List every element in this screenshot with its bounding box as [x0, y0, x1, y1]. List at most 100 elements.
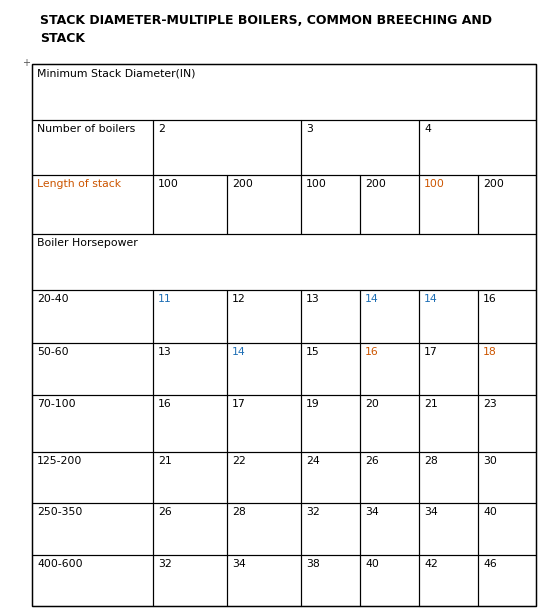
Text: 46: 46 [483, 559, 497, 569]
Text: 11: 11 [158, 294, 172, 304]
Text: 13: 13 [158, 348, 172, 357]
Text: 2: 2 [158, 124, 165, 134]
Text: 100: 100 [424, 179, 445, 190]
Text: 20: 20 [365, 398, 379, 409]
Bar [32, 343, 153, 395]
Text: 34: 34 [424, 507, 438, 517]
Text: 3: 3 [306, 124, 313, 134]
Bar [227, 554, 301, 606]
Bar [153, 290, 227, 343]
Text: 28: 28 [424, 456, 438, 466]
Text: 15: 15 [306, 348, 320, 357]
Bar [301, 395, 360, 452]
Text: 125-200: 125-200 [37, 456, 83, 466]
Text: Boiler Horsepower: Boiler Horsepower [37, 238, 138, 248]
Text: 23: 23 [483, 398, 497, 409]
Text: 200: 200 [232, 179, 253, 190]
Bar [227, 176, 301, 235]
Bar [153, 343, 227, 395]
Text: 32: 32 [306, 507, 320, 517]
Bar [360, 503, 419, 554]
Bar [301, 120, 419, 176]
Bar [32, 64, 536, 120]
Bar [227, 395, 301, 452]
Bar [153, 395, 227, 452]
Bar [419, 120, 536, 176]
Bar [227, 290, 301, 343]
Bar [419, 452, 478, 503]
Bar [153, 554, 227, 606]
Text: 34: 34 [232, 559, 246, 569]
Bar [227, 343, 301, 395]
Bar [32, 290, 153, 343]
Text: 26: 26 [158, 507, 172, 517]
Text: 16: 16 [158, 398, 172, 409]
Bar [419, 343, 478, 395]
Bar [419, 395, 478, 452]
Text: 50-60: 50-60 [37, 348, 69, 357]
Text: 21: 21 [158, 456, 172, 466]
Text: 250-350: 250-350 [37, 507, 83, 517]
Text: 70-100: 70-100 [37, 398, 76, 409]
Bar [478, 343, 536, 395]
Bar [478, 176, 536, 235]
Text: 16: 16 [483, 294, 497, 304]
Text: STACK: STACK [40, 32, 85, 45]
Bar [227, 503, 301, 554]
Text: 17: 17 [232, 398, 246, 409]
Text: 100: 100 [158, 179, 179, 190]
Bar [419, 176, 478, 235]
Bar [360, 452, 419, 503]
Bar [478, 452, 536, 503]
Bar [301, 176, 360, 235]
Text: 21: 21 [424, 398, 438, 409]
Bar [301, 554, 360, 606]
Bar [32, 452, 153, 503]
Bar [153, 452, 227, 503]
Bar [478, 554, 536, 606]
Text: 14: 14 [365, 294, 379, 304]
Text: 30: 30 [483, 456, 497, 466]
Text: +: + [22, 58, 30, 68]
Text: STACK DIAMETER-MULTIPLE BOILERS, COMMON BREECHING AND: STACK DIAMETER-MULTIPLE BOILERS, COMMON … [40, 14, 492, 27]
Text: 17: 17 [424, 348, 438, 357]
Text: 400-600: 400-600 [37, 559, 83, 569]
Bar [478, 503, 536, 554]
Text: 18: 18 [483, 348, 497, 357]
Text: 34: 34 [365, 507, 379, 517]
Text: Number of boilers: Number of boilers [37, 124, 135, 134]
Text: 200: 200 [483, 179, 504, 190]
Bar [32, 120, 153, 176]
Text: 100: 100 [306, 179, 327, 190]
Bar [301, 290, 360, 343]
Text: 14: 14 [232, 348, 246, 357]
Text: 200: 200 [365, 179, 386, 190]
Bar [32, 554, 153, 606]
Text: 26: 26 [365, 456, 379, 466]
Text: 32: 32 [158, 559, 172, 569]
Text: 19: 19 [306, 398, 320, 409]
Bar [478, 290, 536, 343]
Bar [360, 176, 419, 235]
Text: 16: 16 [365, 348, 379, 357]
Text: 14: 14 [424, 294, 438, 304]
Bar [32, 235, 536, 290]
Bar [301, 343, 360, 395]
Text: 40: 40 [483, 507, 497, 517]
Bar [301, 503, 360, 554]
Text: 13: 13 [306, 294, 320, 304]
Bar [419, 554, 478, 606]
Bar [301, 452, 360, 503]
Bar [153, 176, 227, 235]
Bar [32, 176, 153, 235]
Bar [360, 290, 419, 343]
Bar [419, 290, 478, 343]
Bar [32, 64, 536, 606]
Text: 12: 12 [232, 294, 246, 304]
Text: 24: 24 [306, 456, 320, 466]
Text: 38: 38 [306, 559, 320, 569]
Text: 42: 42 [424, 559, 438, 569]
Text: 22: 22 [232, 456, 246, 466]
Bar [153, 503, 227, 554]
Text: 4: 4 [424, 124, 431, 134]
